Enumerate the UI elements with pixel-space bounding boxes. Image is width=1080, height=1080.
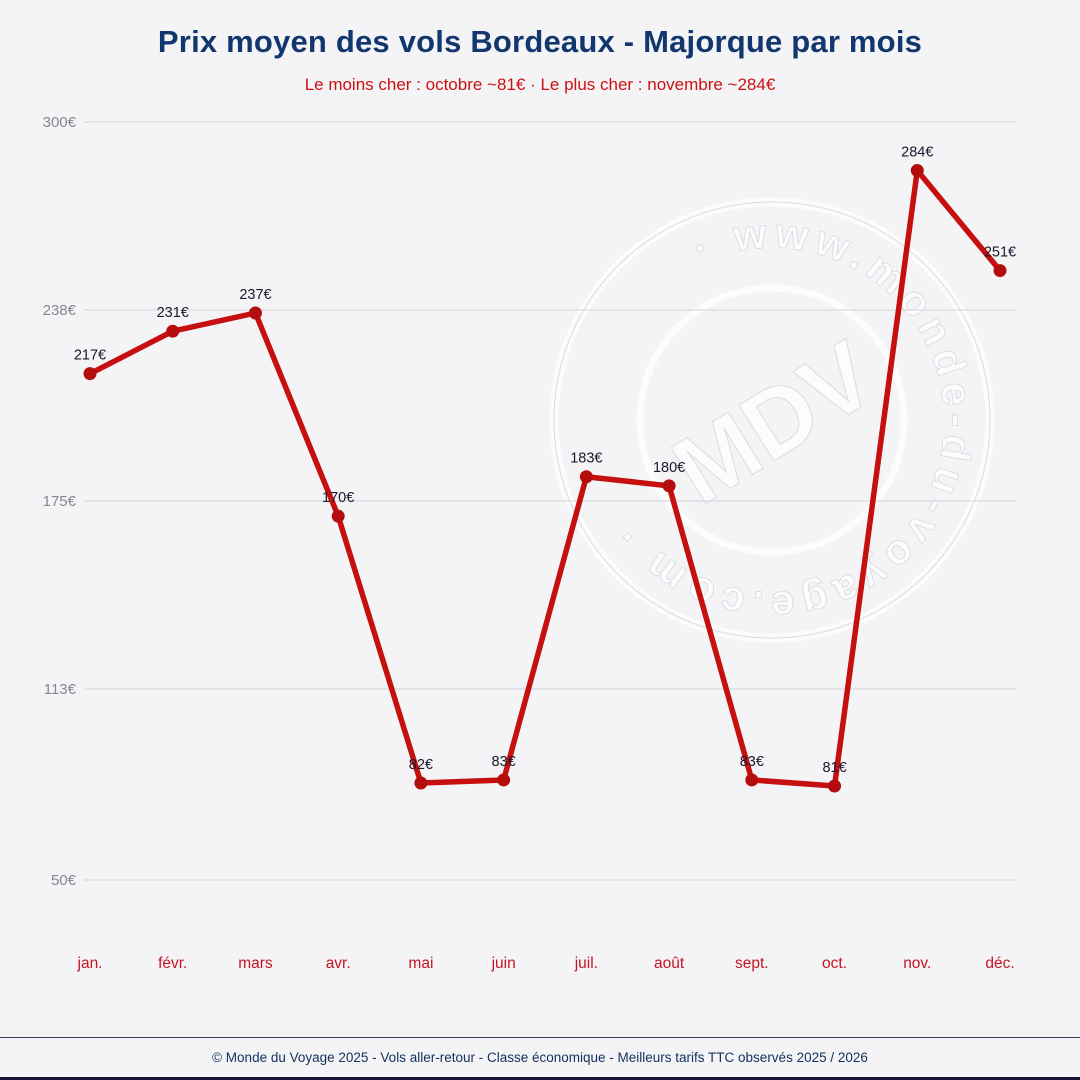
month-label: juin	[491, 955, 516, 972]
y-tick-label: 175€	[43, 493, 77, 510]
data-point	[248, 306, 262, 320]
footer-text: © Monde du Voyage 2025 - Vols aller-reto…	[0, 1037, 1080, 1080]
data-point	[331, 509, 345, 523]
data-point	[828, 779, 842, 793]
y-tick-label: 113€	[44, 681, 77, 698]
month-label: jan.	[77, 955, 103, 972]
data-point	[662, 479, 676, 493]
month-label: mars	[238, 955, 273, 972]
data-point	[910, 164, 924, 178]
data-point	[497, 773, 511, 787]
month-label: oct.	[822, 955, 847, 972]
data-point	[166, 324, 180, 338]
value-label: 284€	[901, 145, 933, 161]
value-label: 83€	[740, 754, 764, 770]
month-label: sept.	[735, 955, 769, 972]
value-label: 237€	[239, 287, 271, 303]
chart-subtitle: Le moins cher : octobre ~81€ · Le plus c…	[304, 75, 776, 94]
y-tick-label: 50€	[51, 872, 77, 889]
month-label: mai	[408, 955, 433, 972]
month-label: juil.	[574, 955, 598, 972]
month-label: nov.	[903, 955, 931, 972]
data-point	[745, 773, 759, 787]
value-label: 82€	[409, 757, 433, 773]
price-line-chart: · www.monde-du-voyage.com ·MDV 300€ 238€ 17…	[43, 114, 1063, 972]
value-label: 81€	[822, 760, 846, 776]
value-label: 217€	[74, 348, 106, 364]
value-label: 83€	[492, 754, 516, 770]
month-label: déc.	[985, 955, 1014, 972]
value-label: 170€	[322, 490, 354, 506]
month-label: févr.	[158, 955, 187, 972]
y-tick-label: 238€	[43, 302, 77, 319]
value-label: 180€	[653, 460, 685, 476]
value-label: 183€	[570, 451, 602, 467]
month-label: avr.	[326, 955, 351, 972]
data-point	[414, 776, 428, 790]
price-line	[87, 167, 1003, 789]
watermark-inner-ring	[636, 284, 908, 556]
watermark: · www.monde-du-voyage.com ·MDV	[483, 131, 1062, 710]
page-title: Prix moyen des vols Bordeaux - Majorque …	[157, 24, 923, 59]
value-label: 231€	[157, 305, 189, 321]
watermark-outer-ring-edge	[553, 201, 991, 639]
data-point	[579, 470, 593, 484]
month-label: août	[654, 955, 685, 972]
data-point	[83, 367, 97, 381]
y-tick-label: 300€	[43, 114, 77, 131]
value-label: 251€	[984, 245, 1016, 261]
watermark-badge: MDV	[655, 321, 893, 525]
data-point	[993, 264, 1007, 278]
